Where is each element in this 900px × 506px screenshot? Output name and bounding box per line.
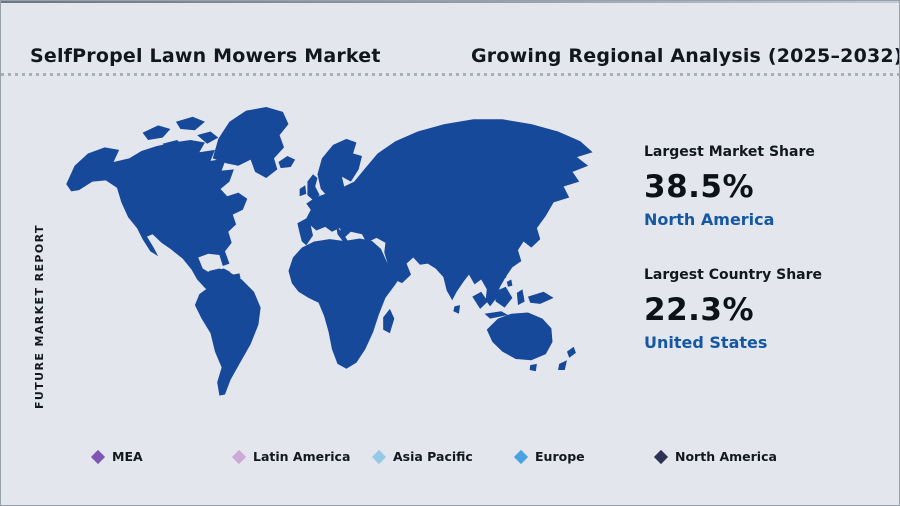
stat-region: United States	[644, 333, 768, 352]
top-border-strip	[1, 1, 899, 3]
world-map-landmass	[66, 107, 593, 396]
legend-item-north-america: North America	[653, 449, 777, 464]
stat-label: Largest Market Share	[644, 144, 815, 160]
legend-label: North America	[675, 449, 777, 464]
stats-panel: Largest Market Share 38.5% North America…	[644, 144, 894, 390]
diamond-marker-icon	[231, 449, 247, 464]
diamond-marker-icon	[90, 449, 106, 464]
legend-label: Europe	[535, 449, 585, 464]
legend-item-europe: Europe	[513, 449, 585, 464]
stat-largest-market-share: Largest Market Share 38.5% North America	[644, 144, 894, 229]
stat-value: 22.3%	[644, 292, 755, 328]
stat-label: Largest Country Share	[644, 267, 823, 283]
legend-label: MEA	[112, 449, 143, 464]
page-subtitle: Growing Regional Analysis (2025–2032)	[471, 45, 900, 67]
page-title: SelfPropel Lawn Mowers Market	[30, 45, 381, 67]
brand-vertical-label: FUTURE MARKET REPORT	[33, 224, 46, 409]
legend-label: Asia Pacific	[393, 449, 473, 464]
legend-item-mea: MEA	[90, 449, 143, 464]
legend-item-latin-america: Latin America	[231, 449, 351, 464]
world-map	[66, 107, 593, 396]
diamond-marker-icon	[371, 449, 387, 464]
stat-region: North America	[644, 210, 775, 229]
legend-item-asia-pacific: Asia Pacific	[371, 449, 473, 464]
stat-largest-country-share: Largest Country Share 22.3% United State…	[644, 267, 894, 352]
legend-label: Latin America	[253, 449, 351, 464]
dotted-divider	[1, 73, 899, 76]
stat-value: 38.5%	[644, 169, 755, 205]
diamond-marker-icon	[653, 449, 669, 464]
diamond-marker-icon	[513, 449, 529, 464]
